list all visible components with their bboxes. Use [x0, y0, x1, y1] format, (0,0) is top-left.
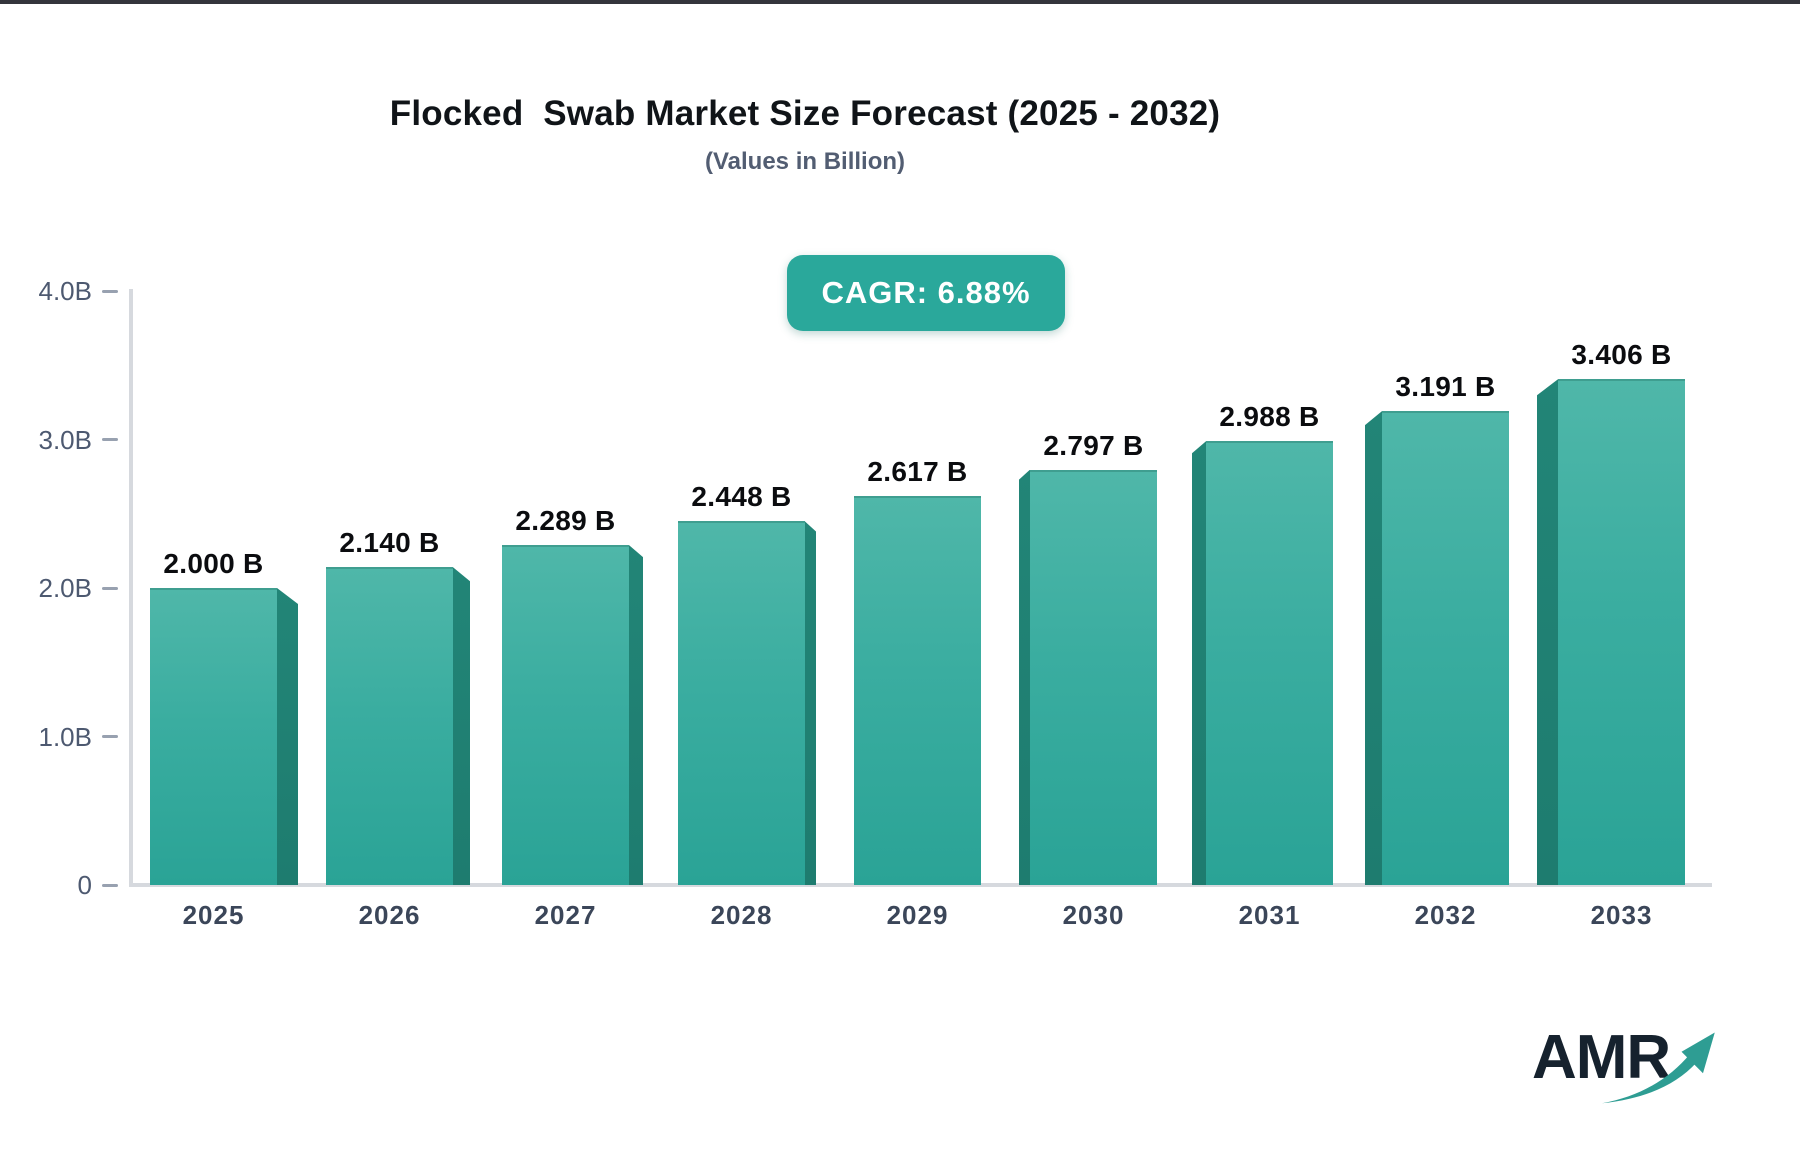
- bar-2026: [326, 567, 453, 885]
- bar-2031: [1206, 441, 1333, 885]
- x-axis-label: 2026: [358, 900, 421, 930]
- x-axis-label: 2030: [1062, 900, 1125, 930]
- bar-value-label: 2.000 B: [163, 548, 264, 579]
- x-axis-label: 2028: [710, 900, 773, 930]
- y-axis-tick: [102, 883, 118, 887]
- bar-2033: [1558, 379, 1685, 885]
- bar-side-face: [277, 588, 298, 885]
- bar-side-face: [1019, 469, 1030, 885]
- bar-side-face: [1192, 441, 1206, 885]
- window-top-border: [0, 0, 1800, 4]
- bar-side-face: [629, 545, 643, 885]
- bar-2027: [502, 545, 629, 885]
- y-axis-tick-label: 2.0B: [38, 573, 93, 603]
- bar-value-label: 3.406 B: [1571, 339, 1672, 371]
- y-axis-tick: [102, 735, 118, 738]
- x-axis-label: 2032: [1414, 900, 1477, 930]
- y-axis-tick: [102, 438, 118, 441]
- bar-side-face: [1537, 379, 1558, 885]
- bar-2028: [678, 521, 805, 885]
- x-axis-label: 2031: [1238, 900, 1301, 930]
- y-axis-tick-label: 4.0B: [38, 276, 93, 306]
- bar-value-label: 2.617 B: [867, 456, 968, 488]
- bar-side-face: [453, 567, 470, 885]
- growth-arrow-icon: [1602, 1032, 1715, 1104]
- y-axis-tick-label: 0: [77, 870, 92, 900]
- bar-2025: [150, 588, 277, 885]
- amr-logo: AMR: [1532, 1026, 1722, 1112]
- y-axis-tick: [102, 586, 118, 590]
- x-axis-baseline: [129, 883, 1712, 887]
- bar-value-label: 2.988 B: [1219, 401, 1320, 433]
- y-axis-tick-label: 3.0B: [38, 424, 93, 455]
- cagr-badge: CAGR: 6.88%: [787, 255, 1065, 331]
- chart-subtitle: (Values in Billion): [704, 148, 906, 175]
- bar-value-label: 3.191 B: [1395, 371, 1496, 403]
- x-axis-label: 2033: [1590, 900, 1653, 930]
- y-axis-line: [129, 289, 133, 887]
- bar-value-label: 2.140 B: [339, 527, 440, 559]
- amr-logo-text: AMR: [1532, 1023, 1671, 1092]
- y-axis-tick: [102, 289, 118, 293]
- bar-2030: [1030, 469, 1157, 885]
- bar-side-face: [805, 521, 816, 885]
- x-axis-label: 2027: [534, 900, 597, 930]
- x-axis-label: 2029: [886, 900, 949, 930]
- bar-side-face: [1365, 411, 1382, 885]
- bar-value-label: 2.448 B: [691, 481, 792, 513]
- bar-2029: [854, 496, 981, 885]
- bar-value-label: 2.797 B: [1043, 429, 1144, 461]
- y-axis-tick-label: 1.0B: [38, 721, 93, 752]
- chart-title: Flocked Swab Market Size Forecast (2025 …: [389, 94, 1221, 133]
- bar-2032: [1382, 411, 1509, 885]
- cagr-badge-label: CAGR: 6.88%: [821, 275, 1031, 310]
- bar-value-label: 2.289 B: [515, 505, 616, 537]
- x-axis-label: 2025: [182, 900, 245, 930]
